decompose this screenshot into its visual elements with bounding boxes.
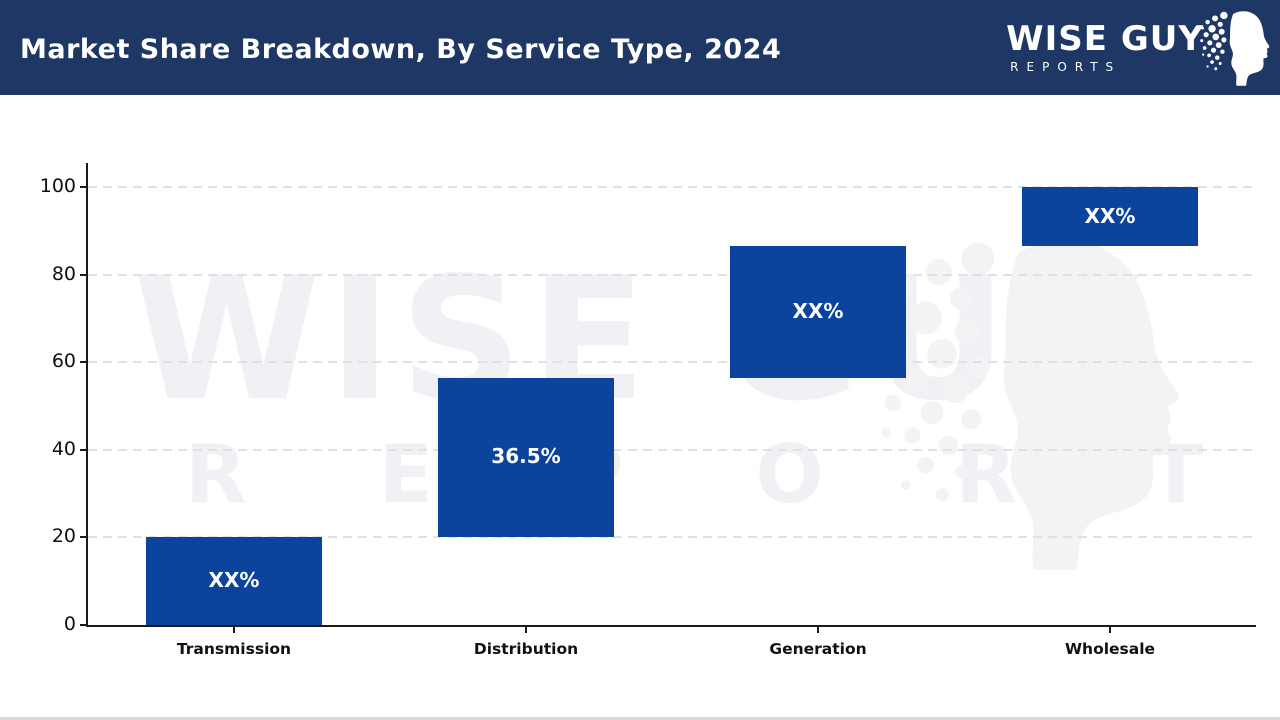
gridline — [88, 536, 1256, 539]
x-axis-tick — [1109, 625, 1111, 633]
x-axis-category-label: Wholesale — [1064, 640, 1156, 658]
bar-value-label: XX% — [792, 298, 844, 323]
logo-wordmark: WISE GUY — [1006, 19, 1204, 59]
logo-text: WISE GUY REPORTS — [1006, 22, 1204, 74]
y-axis-tick-label: 60 — [51, 350, 76, 373]
gridline — [88, 361, 1256, 364]
x-axis-category-label: Transmission — [176, 640, 292, 658]
y-axis-spine — [86, 163, 88, 627]
x-axis-tick — [233, 625, 235, 633]
bar-distribution — [438, 377, 614, 538]
x-axis-category-label: Generation — [769, 640, 867, 658]
x-axis-tick — [817, 625, 819, 633]
gridline — [88, 448, 1256, 451]
y-axis-tick-label: 20 — [51, 525, 76, 548]
x-axis-tick — [525, 625, 527, 633]
y-axis-tick — [80, 186, 88, 188]
bottom-divider — [0, 717, 1280, 720]
y-axis-tick — [80, 273, 88, 276]
chart-plot-area: WISE GUY R E P O R T S 020406080100Trans… — [0, 95, 1280, 717]
logo-face-icon — [1200, 11, 1270, 86]
y-axis-tick-label: 100 — [39, 175, 76, 197]
bar-value-label: 36.5% — [491, 444, 561, 469]
page-title: Market Share Breakdown, By Service Type,… — [20, 34, 782, 65]
logo-subtitle: REPORTS — [1010, 60, 1122, 74]
y-axis-tick — [80, 624, 88, 626]
y-axis-tick — [80, 536, 88, 539]
bar-value-label: XX% — [208, 568, 260, 593]
x-axis-spine — [86, 625, 1256, 627]
watermark-face-icon — [873, 240, 1179, 570]
bar-generation — [730, 246, 906, 378]
wise-guy-reports-logo: WISE GUY REPORTS — [1006, 6, 1272, 90]
y-axis-tick — [80, 448, 88, 451]
y-axis-tick-label: 80 — [51, 262, 76, 285]
gridline — [88, 186, 1256, 188]
x-axis-category-label: Distribution — [473, 640, 579, 658]
y-axis-tick-label: 0 — [63, 613, 76, 635]
bar-wholesale — [1022, 187, 1198, 247]
y-axis-tick-label: 40 — [51, 437, 76, 460]
bar-transmission — [146, 537, 322, 625]
gridline — [88, 273, 1256, 276]
bar-value-label: XX% — [1084, 203, 1136, 228]
header-bar: Market Share Breakdown, By Service Type,… — [0, 0, 1280, 95]
y-axis-tick — [80, 361, 88, 364]
